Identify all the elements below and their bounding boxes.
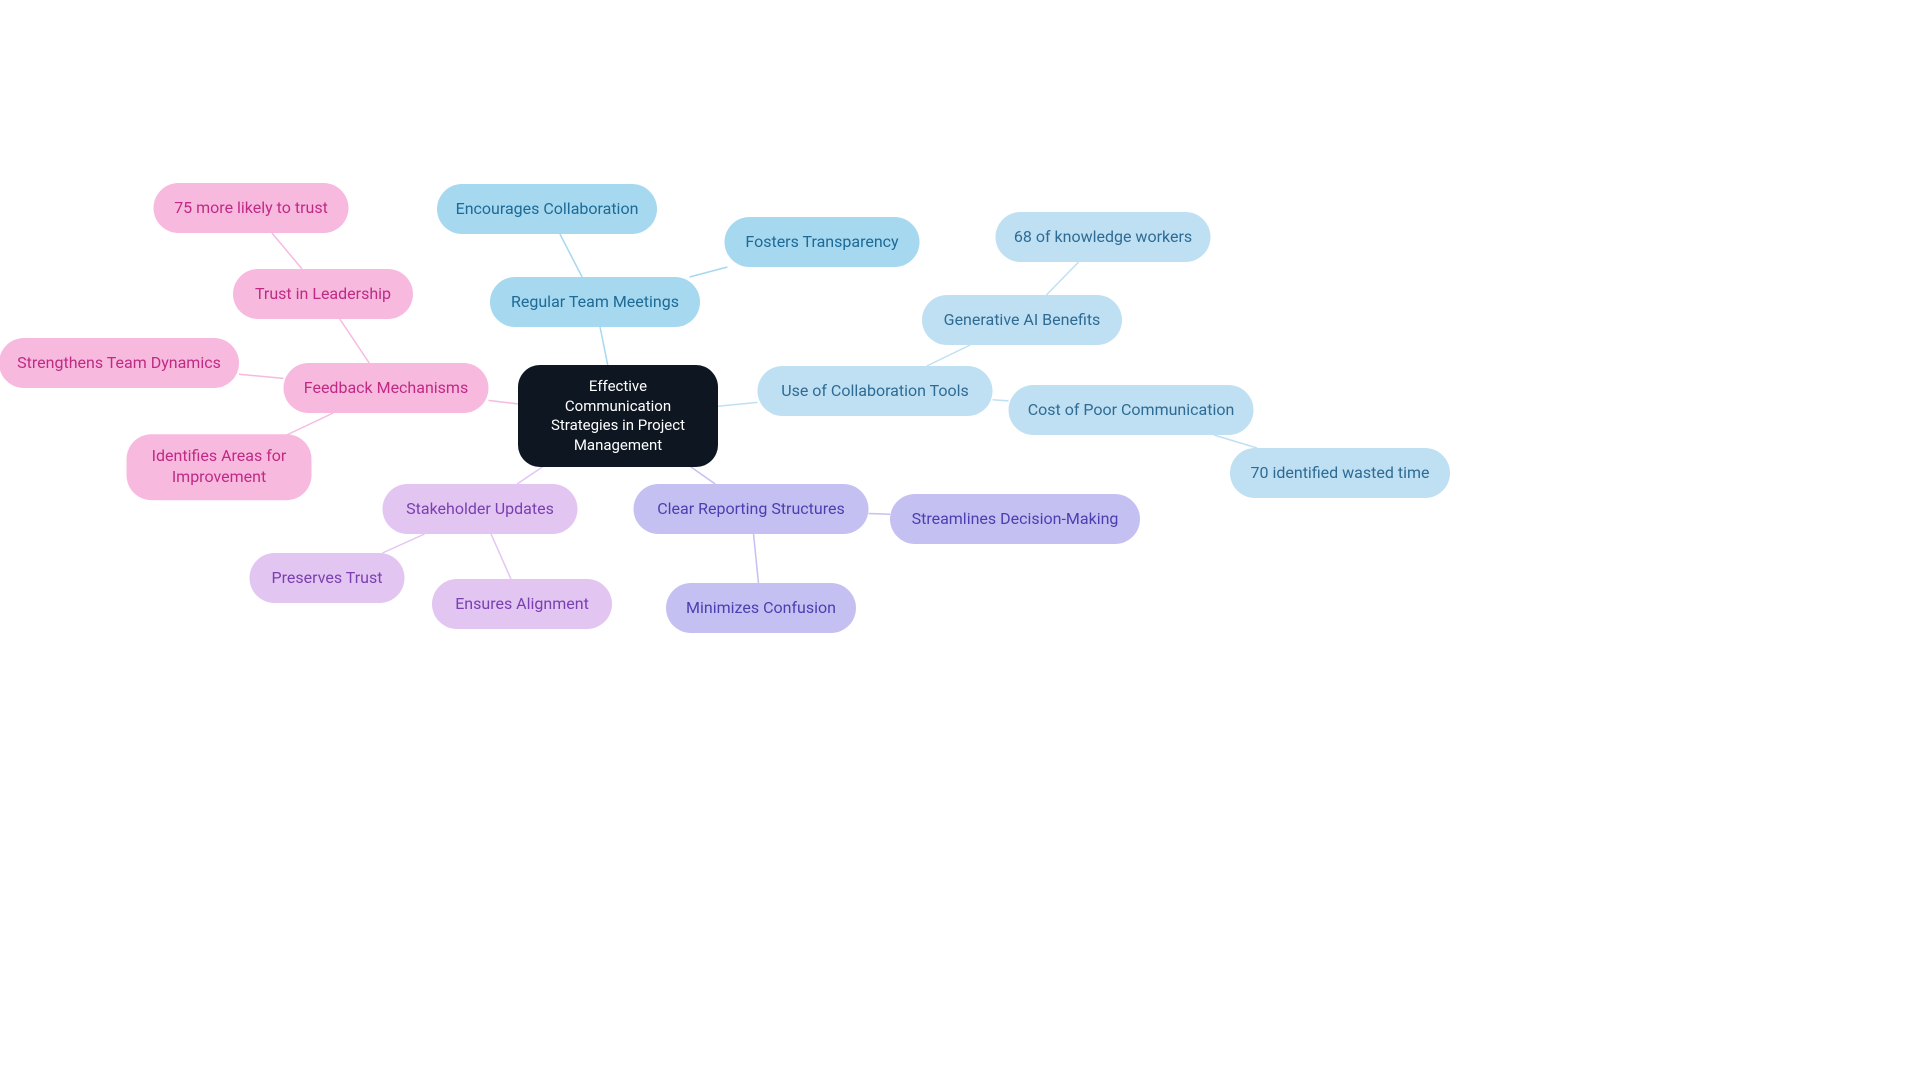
node-alignment: Ensures Alignment: [432, 579, 612, 629]
edge-tools-genai: [927, 345, 970, 366]
node-feedback: Feedback Mechanisms: [284, 363, 489, 413]
node-root: Effective CommunicationStrategies in Pro…: [518, 365, 718, 467]
edge-trustlead-trust75: [272, 233, 302, 269]
node-streamline: Streamlines Decision-Making: [890, 494, 1140, 544]
edge-root-tools: [718, 402, 758, 406]
node-trust75: 75 more likely to trust: [154, 183, 349, 233]
edge-costpoor-wasted70: [1214, 435, 1257, 448]
node-label: Generative AI Benefits: [944, 310, 1101, 331]
edge-meetings-transparency: [690, 267, 728, 277]
mindmap-canvas: Effective CommunicationStrategies in Pro…: [0, 0, 1920, 1083]
edge-reporting-confusion: [754, 534, 759, 583]
node-label: 75 more likely to trust: [174, 198, 328, 219]
edge-root-feedback: [489, 400, 519, 404]
node-reporting: Clear Reporting Structures: [634, 484, 869, 534]
node-label: Use of Collaboration Tools: [781, 381, 969, 402]
node-workers68: 68 of knowledge workers: [996, 212, 1211, 262]
node-stakeholder: Stakeholder Updates: [383, 484, 578, 534]
edge-genai-workers68: [1046, 262, 1078, 295]
node-label: 70 identified wasted time: [1251, 463, 1430, 484]
node-collab: Encourages Collaboration: [437, 184, 657, 234]
node-label: Minimizes Confusion: [686, 598, 836, 619]
node-label: Cost of Poor Communication: [1028, 400, 1235, 421]
node-label: Streamlines Decision-Making: [912, 509, 1119, 530]
node-label: Stakeholder Updates: [406, 499, 554, 520]
node-genai: Generative AI Benefits: [922, 295, 1122, 345]
node-transparency: Fosters Transparency: [725, 217, 920, 267]
node-improve: Identifies Areas forImprovement: [127, 434, 312, 500]
node-label: Trust in Leadership: [255, 284, 391, 305]
node-label: Fosters Transparency: [745, 232, 898, 253]
node-label: Ensures Alignment: [455, 594, 589, 615]
node-meetings: Regular Team Meetings: [490, 277, 700, 327]
node-label: Preserves Trust: [272, 568, 383, 589]
node-trustlead: Trust in Leadership: [233, 269, 413, 319]
edge-meetings-collab: [560, 234, 582, 277]
node-label: Regular Team Meetings: [511, 292, 679, 313]
node-wasted70: 70 identified wasted time: [1230, 448, 1450, 498]
node-preserves: Preserves Trust: [250, 553, 405, 603]
edge-stakeholder-alignment: [491, 534, 511, 579]
edge-feedback-dynamics: [239, 374, 284, 378]
node-label: Effective CommunicationStrategies in Pro…: [538, 377, 698, 455]
node-dynamics: Strengthens Team Dynamics: [0, 338, 239, 388]
node-tools: Use of Collaboration Tools: [758, 366, 993, 416]
edge-reporting-streamline: [869, 513, 891, 514]
node-costpoor: Cost of Poor Communication: [1009, 385, 1254, 435]
node-confusion: Minimizes Confusion: [666, 583, 856, 633]
node-label: Strengthens Team Dynamics: [17, 353, 221, 374]
node-label: Feedback Mechanisms: [304, 378, 468, 399]
edge-feedback-improve: [282, 413, 333, 437]
edge-stakeholder-preserves: [382, 534, 424, 553]
node-label: Encourages Collaboration: [456, 199, 639, 220]
node-label: Identifies Areas forImprovement: [152, 446, 287, 488]
node-label: 68 of knowledge workers: [1014, 227, 1192, 248]
edge-tools-costpoor: [993, 400, 1009, 401]
edge-feedback-trustlead: [340, 319, 369, 363]
node-label: Clear Reporting Structures: [657, 499, 844, 520]
